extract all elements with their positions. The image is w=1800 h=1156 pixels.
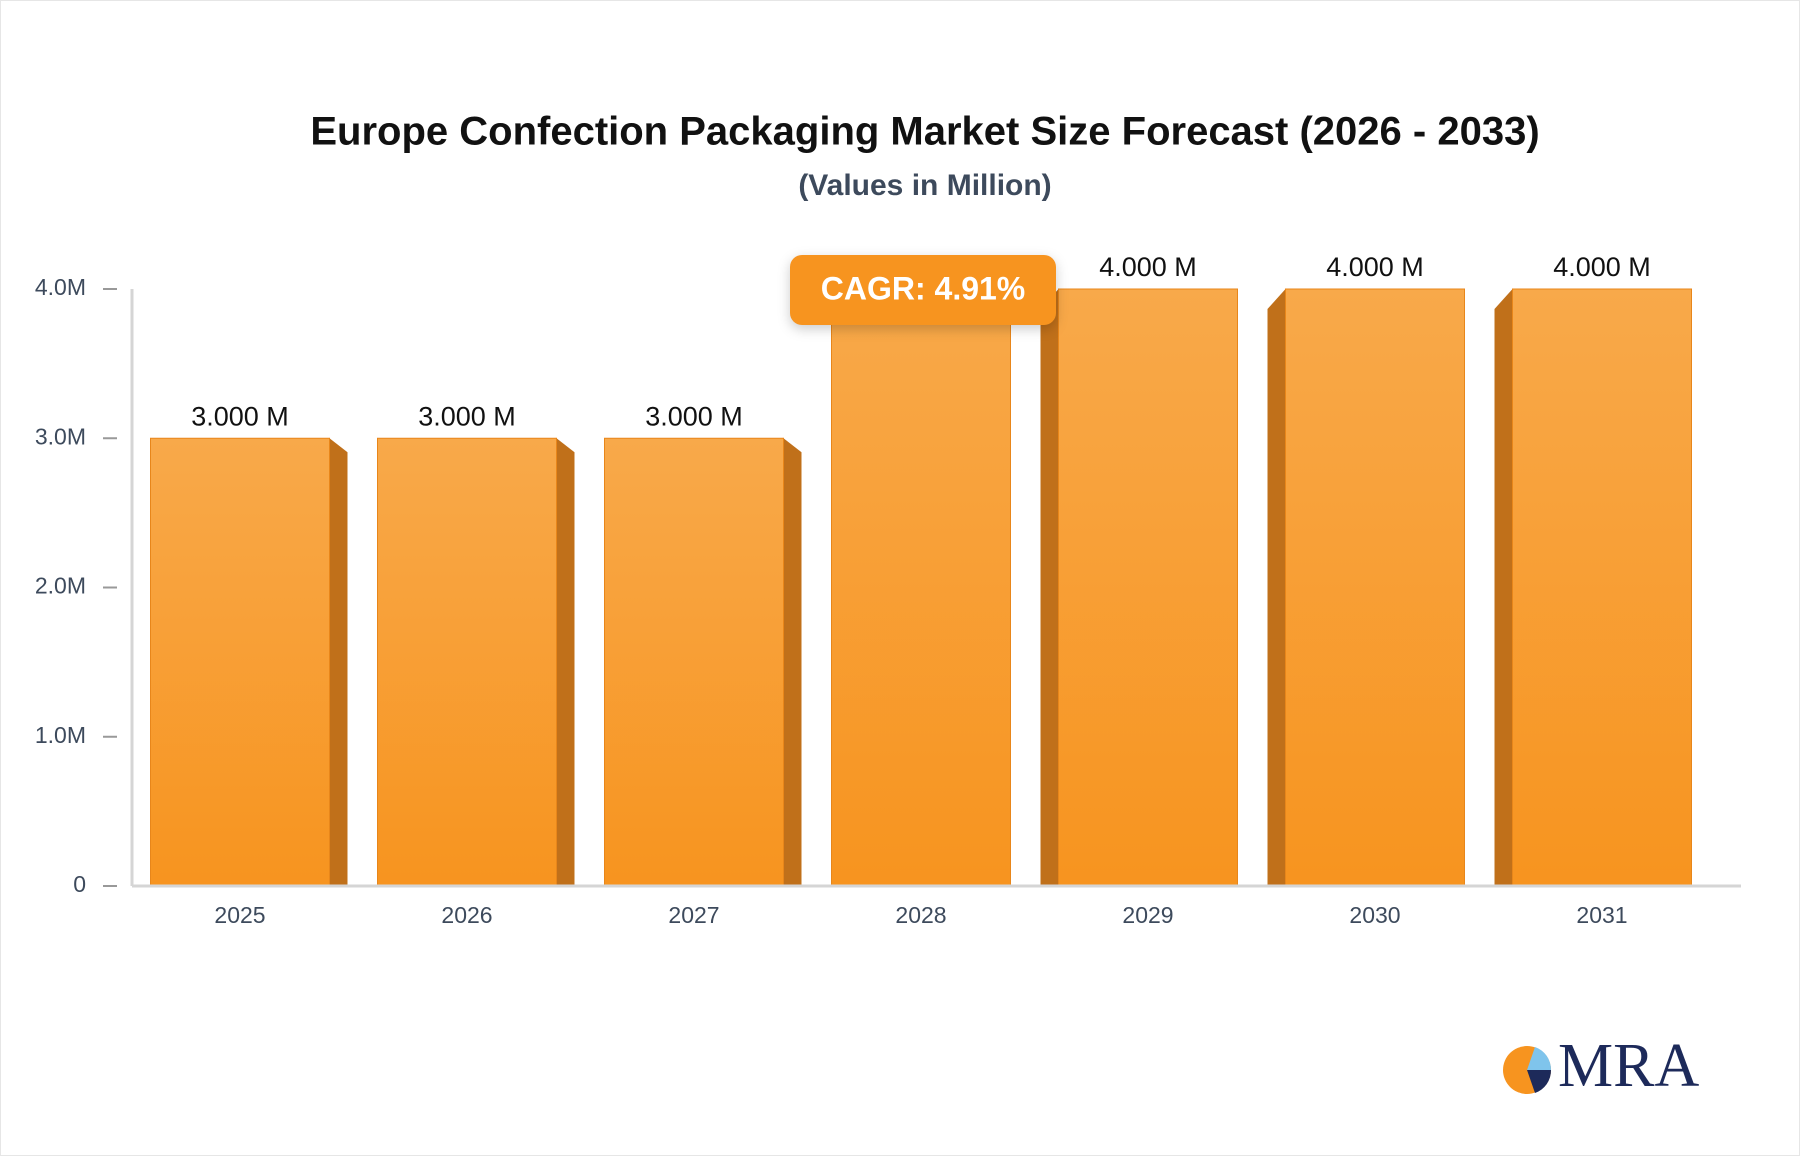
y-tick-label: 0 <box>73 871 86 897</box>
x-tick-label: 2031 <box>1576 902 1627 928</box>
annotation: CAGR: 4.91% <box>821 270 1026 306</box>
bar <box>150 437 330 887</box>
x-tick-label: 2027 <box>668 902 719 928</box>
bar-side <box>1494 289 1513 886</box>
bar <box>831 288 1011 887</box>
bar-side <box>329 438 348 886</box>
bar-side <box>556 438 575 886</box>
value-label: 3.000 M <box>645 401 743 431</box>
bar-side <box>1267 289 1286 886</box>
y-tick-label: 4.0M <box>35 274 86 300</box>
chart-subtitle: (Values in Million) <box>798 169 1051 202</box>
bar <box>1058 288 1238 887</box>
bar-side <box>1040 289 1059 886</box>
value-label: 3.000 M <box>418 401 516 431</box>
value-label: 4.000 M <box>1099 252 1197 282</box>
logo: MRA <box>1503 1032 1699 1100</box>
bar <box>604 437 784 887</box>
bar <box>1285 288 1465 887</box>
annotation-box <box>790 255 1056 325</box>
value-label: 3.000 M <box>191 401 289 431</box>
x-tick-label: 2028 <box>895 902 946 928</box>
x-tick-label: 2030 <box>1349 902 1400 928</box>
y-tick-label: 2.0M <box>35 573 86 599</box>
logo-text: MRA <box>1558 1032 1699 1100</box>
chart-title: Europe Confection Packaging Market Size … <box>310 110 1539 154</box>
x-tick-label: 2029 <box>1122 902 1173 928</box>
x-tick-label: 2026 <box>441 902 492 928</box>
value-label: 4.000 M <box>1326 252 1424 282</box>
bar <box>1512 288 1692 887</box>
x-tick-label: 2025 <box>214 902 265 928</box>
logo-icon <box>1527 1070 1552 1093</box>
logo-icon <box>1527 1047 1552 1070</box>
bar <box>377 437 557 887</box>
bar-side <box>783 438 802 886</box>
y-tick-label: 3.0M <box>35 423 86 449</box>
value-label: 4.000 M <box>1553 252 1651 282</box>
y-tick-label: 1.0M <box>35 722 86 748</box>
